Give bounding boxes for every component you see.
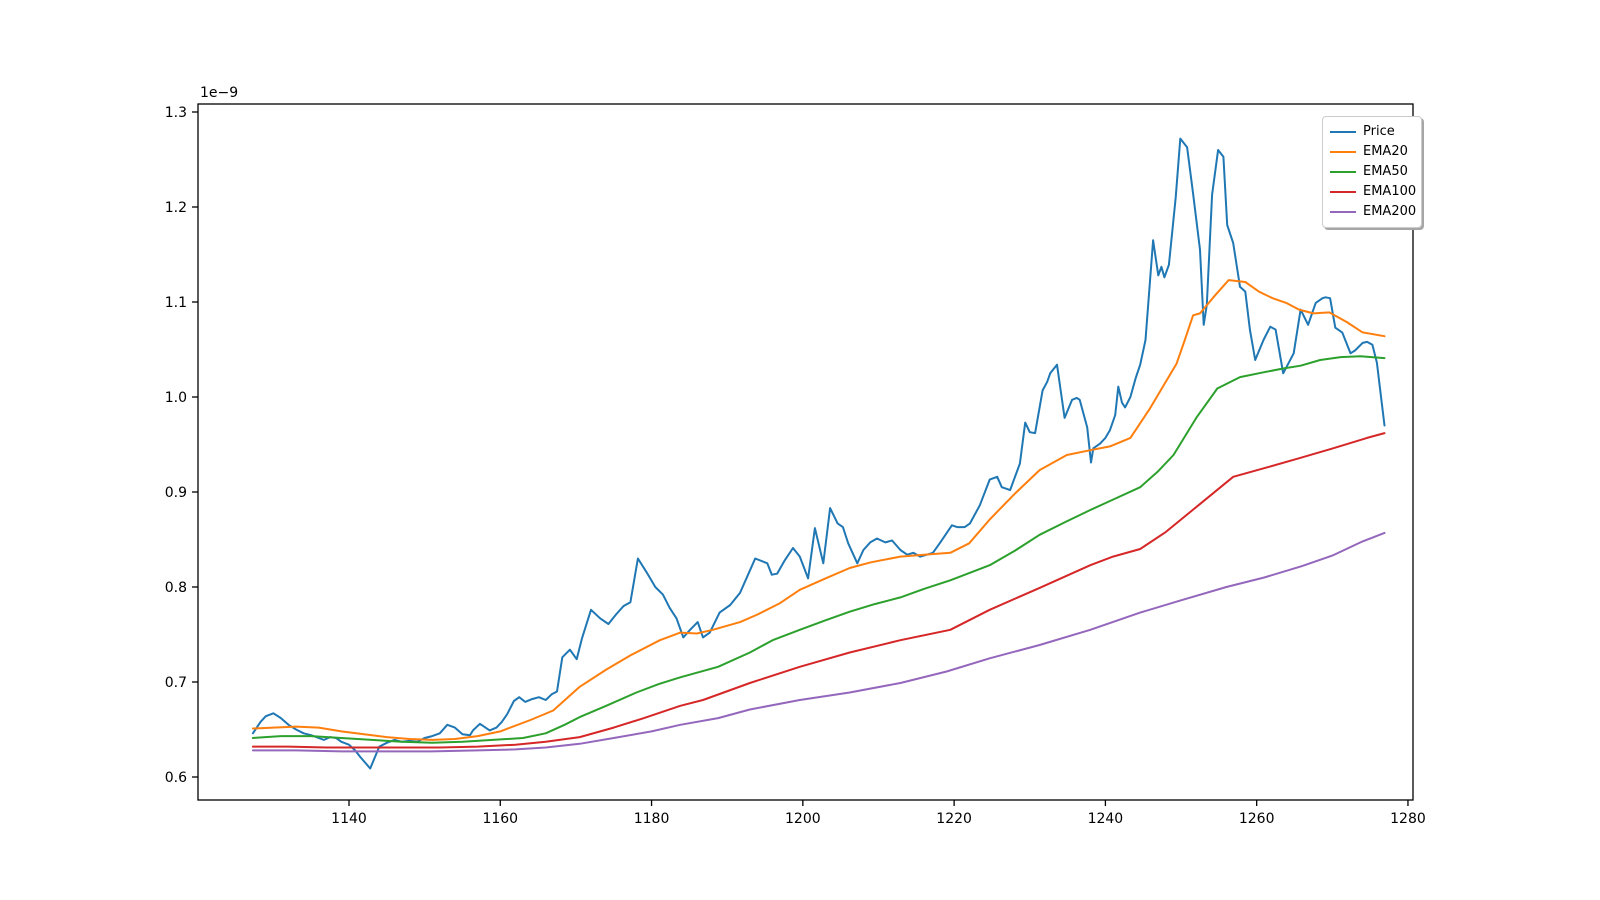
- series-line-ema100: [251, 432, 1386, 749]
- y-tick-label: 1.1: [165, 295, 187, 311]
- axes-frame: [197, 103, 1414, 801]
- legend-item-ema200: EMA200: [1330, 202, 1417, 222]
- series-line-price: [251, 137, 1386, 770]
- x-tick-label: 1180: [634, 811, 670, 827]
- y-tick-label: 0.7: [165, 675, 187, 691]
- legend-line-sample: [1330, 191, 1356, 193]
- x-tick-label: 1220: [936, 811, 972, 827]
- legend-item-ema50: EMA50: [1330, 162, 1414, 182]
- legend-line-sample: [1330, 151, 1356, 153]
- legend-label: EMA200: [1363, 204, 1417, 219]
- y-axis-offset-text: 1e−9: [200, 85, 239, 101]
- legend-line-sample: [1330, 171, 1356, 173]
- series-line-ema50: [251, 355, 1386, 744]
- y-tick-label: 0.8: [165, 580, 187, 596]
- series-line-ema20: [251, 279, 1386, 741]
- y-tick-label: 0.9: [165, 485, 187, 501]
- x-tick-label: 1240: [1088, 811, 1124, 827]
- x-tick-label: 1200: [785, 811, 821, 827]
- y-tick-label: 1.0: [165, 390, 187, 406]
- x-tick-label: 1160: [482, 811, 518, 827]
- x-tick-label: 1260: [1239, 811, 1275, 827]
- legend-item-ema100: EMA100: [1330, 182, 1417, 202]
- legend-label: Price: [1363, 124, 1395, 139]
- legend: Price EMA20 EMA50 EMA100 EMA200: [1322, 116, 1422, 228]
- y-tick-label: 1.2: [165, 200, 187, 216]
- legend-line-sample: [1330, 131, 1356, 133]
- x-tick-label: 1140: [331, 811, 367, 827]
- series-line-ema200: [251, 531, 1386, 753]
- legend-item-price: Price: [1330, 122, 1414, 142]
- legend-item-ema20: EMA20: [1330, 142, 1414, 162]
- legend-line-sample: [1330, 211, 1356, 213]
- y-tick-label: 0.6: [165, 770, 187, 786]
- legend-label: EMA50: [1363, 164, 1408, 179]
- y-tick-label: 1.3: [165, 105, 187, 121]
- legend-label: EMA20: [1363, 144, 1408, 159]
- legend-label: EMA100: [1363, 184, 1417, 199]
- x-tick-label: 1280: [1390, 811, 1426, 827]
